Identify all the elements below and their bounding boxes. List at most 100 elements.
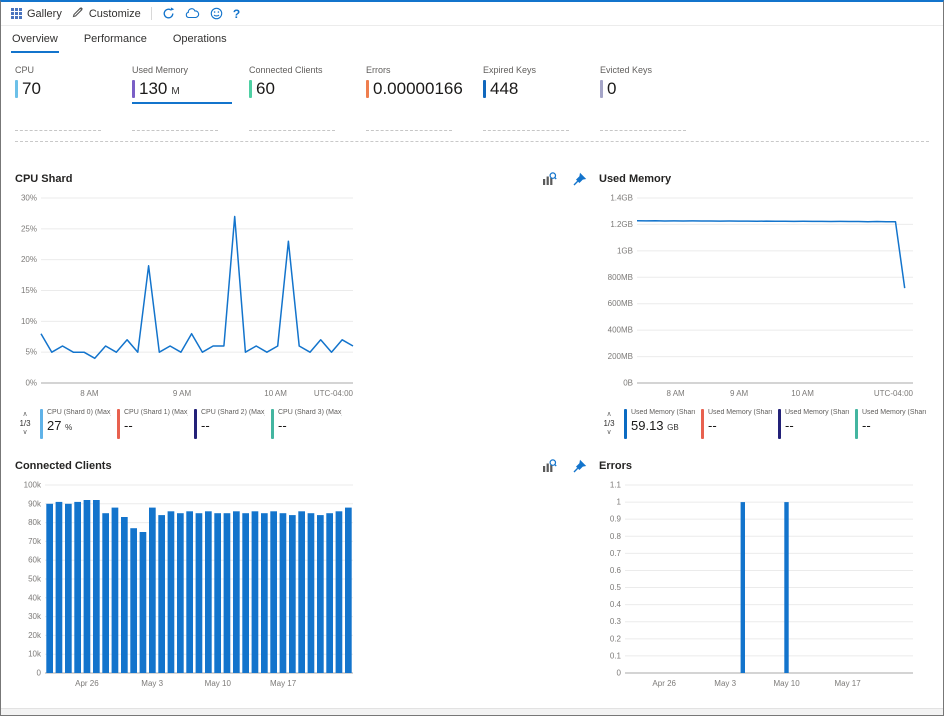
- tile-accent-bar: [366, 80, 369, 98]
- chart-header: Errors: [599, 457, 935, 475]
- svg-text:800MB: 800MB: [608, 273, 633, 282]
- tile-value-row: 70: [15, 79, 132, 99]
- svg-text:May 3: May 3: [714, 679, 736, 688]
- metric-tile-errors[interactable]: Errors 0.00000166: [366, 65, 483, 131]
- metric-tile-cpu[interactable]: CPU 70: [15, 65, 132, 131]
- legend-next-button[interactable]: ∨: [606, 429, 612, 436]
- metric-tiles: CPU 70 Used Memory 130 M Connected Clien…: [1, 53, 943, 131]
- tile-accent-bar: [132, 80, 135, 98]
- svg-text:0: 0: [617, 669, 622, 678]
- tile-accent-bar: [15, 80, 18, 98]
- legend-item[interactable]: Used Memory (Shard 2... --: [778, 409, 850, 439]
- metric-tile-used-memory[interactable]: Used Memory 130 M: [132, 65, 249, 131]
- svg-text:90k: 90k: [28, 499, 42, 508]
- tile-value-row: 60: [249, 79, 366, 99]
- legend-value: 59.13 GB: [631, 418, 679, 433]
- customize-button[interactable]: Customize: [72, 6, 141, 21]
- feedback-smiley-icon[interactable]: [210, 7, 223, 20]
- legend-prev-button[interactable]: ∧: [606, 411, 612, 418]
- tile-sparkline: [15, 130, 101, 131]
- svg-text:0.8: 0.8: [610, 532, 622, 541]
- svg-text:8 AM: 8 AM: [80, 389, 99, 398]
- pin-icon[interactable]: [573, 172, 587, 186]
- svg-text:30k: 30k: [28, 612, 42, 621]
- cpu-shard-chart[interactable]: 0% 5% 10% 15% 20% 25% 30% 8 AM 9 AM 10 AM UTC-04:0…: [15, 190, 371, 405]
- legend-item[interactable]: CPU (Shard 2) (Max) --: [194, 409, 266, 439]
- tile-sparkline: [483, 130, 569, 131]
- connected-clients-chart[interactable]: 0 10k 20k 30k 40k 50k 60k 70k 80k 90k 100k Apr 26 Ma…: [15, 477, 371, 695]
- legend-item[interactable]: Used Memory (Shard 3... --: [855, 409, 927, 439]
- help-icon[interactable]: ?: [232, 6, 241, 21]
- svg-text:10%: 10%: [21, 317, 37, 326]
- metric-tile-expired-keys[interactable]: Expired Keys 448: [483, 65, 600, 131]
- tile-value-row: 0: [600, 79, 717, 99]
- cloud-icon[interactable]: [185, 8, 200, 19]
- svg-text:0.2: 0.2: [610, 634, 622, 643]
- svg-text:May 10: May 10: [205, 679, 232, 688]
- legend-item[interactable]: Used Memory (Shard 1... --: [701, 409, 773, 439]
- chart-panel-errors: Errors 0 0.1 0.2 0.3 0.4 0.5 0.6 0.7 0.8 0.9 1 1.1 A…: [599, 457, 935, 695]
- gallery-label: Gallery: [27, 7, 62, 20]
- svg-text:0.7: 0.7: [610, 549, 622, 558]
- chart-header: CPU Shard: [15, 170, 591, 188]
- tab-operations[interactable]: Operations: [172, 33, 227, 45]
- horizontal-scrollbar[interactable]: [1, 708, 943, 715]
- legend-color-bar: [271, 409, 274, 439]
- chart-panel-connected-clients: Connected Clients 0 10k 20k 30k 40k 50k 60k 70k…: [15, 457, 591, 695]
- svg-text:15%: 15%: [21, 286, 37, 295]
- legend-item[interactable]: CPU (Shard 3) (Max) --: [271, 409, 343, 439]
- legend-color-bar: [40, 409, 43, 439]
- legend-pager: ∧ 1/3 ∨: [599, 409, 619, 436]
- used-memory-chart[interactable]: 0B 200MB 400MB 600MB 800MB 1GB 1.2GB 1.4GB 8 AM 9…: [599, 190, 931, 405]
- svg-text:1: 1: [617, 498, 622, 507]
- chart-header: Connected Clients: [15, 457, 591, 475]
- chart-insights-icon[interactable]: [542, 459, 557, 473]
- legend-page-indicator: 1/3: [19, 419, 31, 428]
- legend-color-bar: [701, 409, 704, 439]
- svg-text:9 AM: 9 AM: [730, 389, 749, 398]
- legend-value: --: [862, 418, 871, 433]
- svg-text:May 17: May 17: [270, 679, 297, 688]
- svg-text:0B: 0B: [623, 379, 633, 388]
- metric-tile-evicted-keys[interactable]: Evicted Keys 0: [600, 65, 717, 131]
- tile-sparkline: [600, 130, 686, 131]
- svg-text:100k: 100k: [24, 481, 42, 490]
- pin-icon[interactable]: [573, 459, 587, 473]
- legend-item[interactable]: CPU (Shard 1) (Max) --: [117, 409, 189, 439]
- refresh-icon[interactable]: [162, 7, 175, 20]
- svg-text:40k: 40k: [28, 593, 42, 602]
- legend-value: --: [124, 418, 133, 433]
- errors-chart[interactable]: 0 0.1 0.2 0.3 0.4 0.5 0.6 0.7 0.8 0.9 1 1.1 Apr 26 Ma…: [599, 477, 931, 695]
- tab-bar: Overview Performance Operations: [1, 26, 943, 53]
- legend-item[interactable]: Used Memory (Shard 0... 59.13 GB: [624, 409, 696, 439]
- svg-text:10k: 10k: [28, 650, 42, 659]
- tile-label: Errors: [366, 65, 391, 75]
- tile-accent-bar: [249, 80, 252, 98]
- metric-tile-connected-clients[interactable]: Connected Clients 60: [249, 65, 366, 131]
- legend-label: CPU (Shard 1) (Max): [124, 409, 188, 416]
- svg-text:0.3: 0.3: [610, 617, 622, 626]
- svg-text:0.9: 0.9: [610, 515, 622, 524]
- chart-panel-used-memory: Used Memory 0B 200MB 400MB 600MB 800MB 1GB 1.2…: [599, 170, 935, 439]
- svg-text:0.6: 0.6: [610, 566, 622, 575]
- svg-text:Apr 26: Apr 26: [652, 679, 676, 688]
- legend-item[interactable]: CPU (Shard 0) (Max) 27 %: [40, 409, 112, 439]
- legend-prev-button[interactable]: ∧: [22, 411, 28, 418]
- svg-text:20k: 20k: [28, 631, 42, 640]
- svg-text:70k: 70k: [28, 537, 42, 546]
- legend-value: --: [708, 418, 717, 433]
- tile-sparkline: [132, 130, 218, 131]
- legend-color-bar: [194, 409, 197, 439]
- cpu-shard-legend: ∧ 1/3 ∨ CPU (Shard 0) (Max) 27 % CPU (Sh…: [15, 409, 591, 439]
- legend-next-button[interactable]: ∨: [22, 429, 28, 436]
- chart-insights-icon[interactable]: [542, 172, 557, 186]
- legend-label: CPU (Shard 3) (Max): [278, 409, 342, 416]
- tab-overview[interactable]: Overview: [11, 33, 59, 53]
- legend-page-indicator: 1/3: [603, 419, 615, 428]
- legend-value: --: [201, 418, 210, 433]
- chart-actions: [542, 459, 587, 473]
- svg-text:May 17: May 17: [834, 679, 861, 688]
- svg-text:200MB: 200MB: [608, 352, 633, 361]
- tab-performance[interactable]: Performance: [83, 33, 147, 45]
- gallery-button[interactable]: Gallery: [11, 8, 62, 20]
